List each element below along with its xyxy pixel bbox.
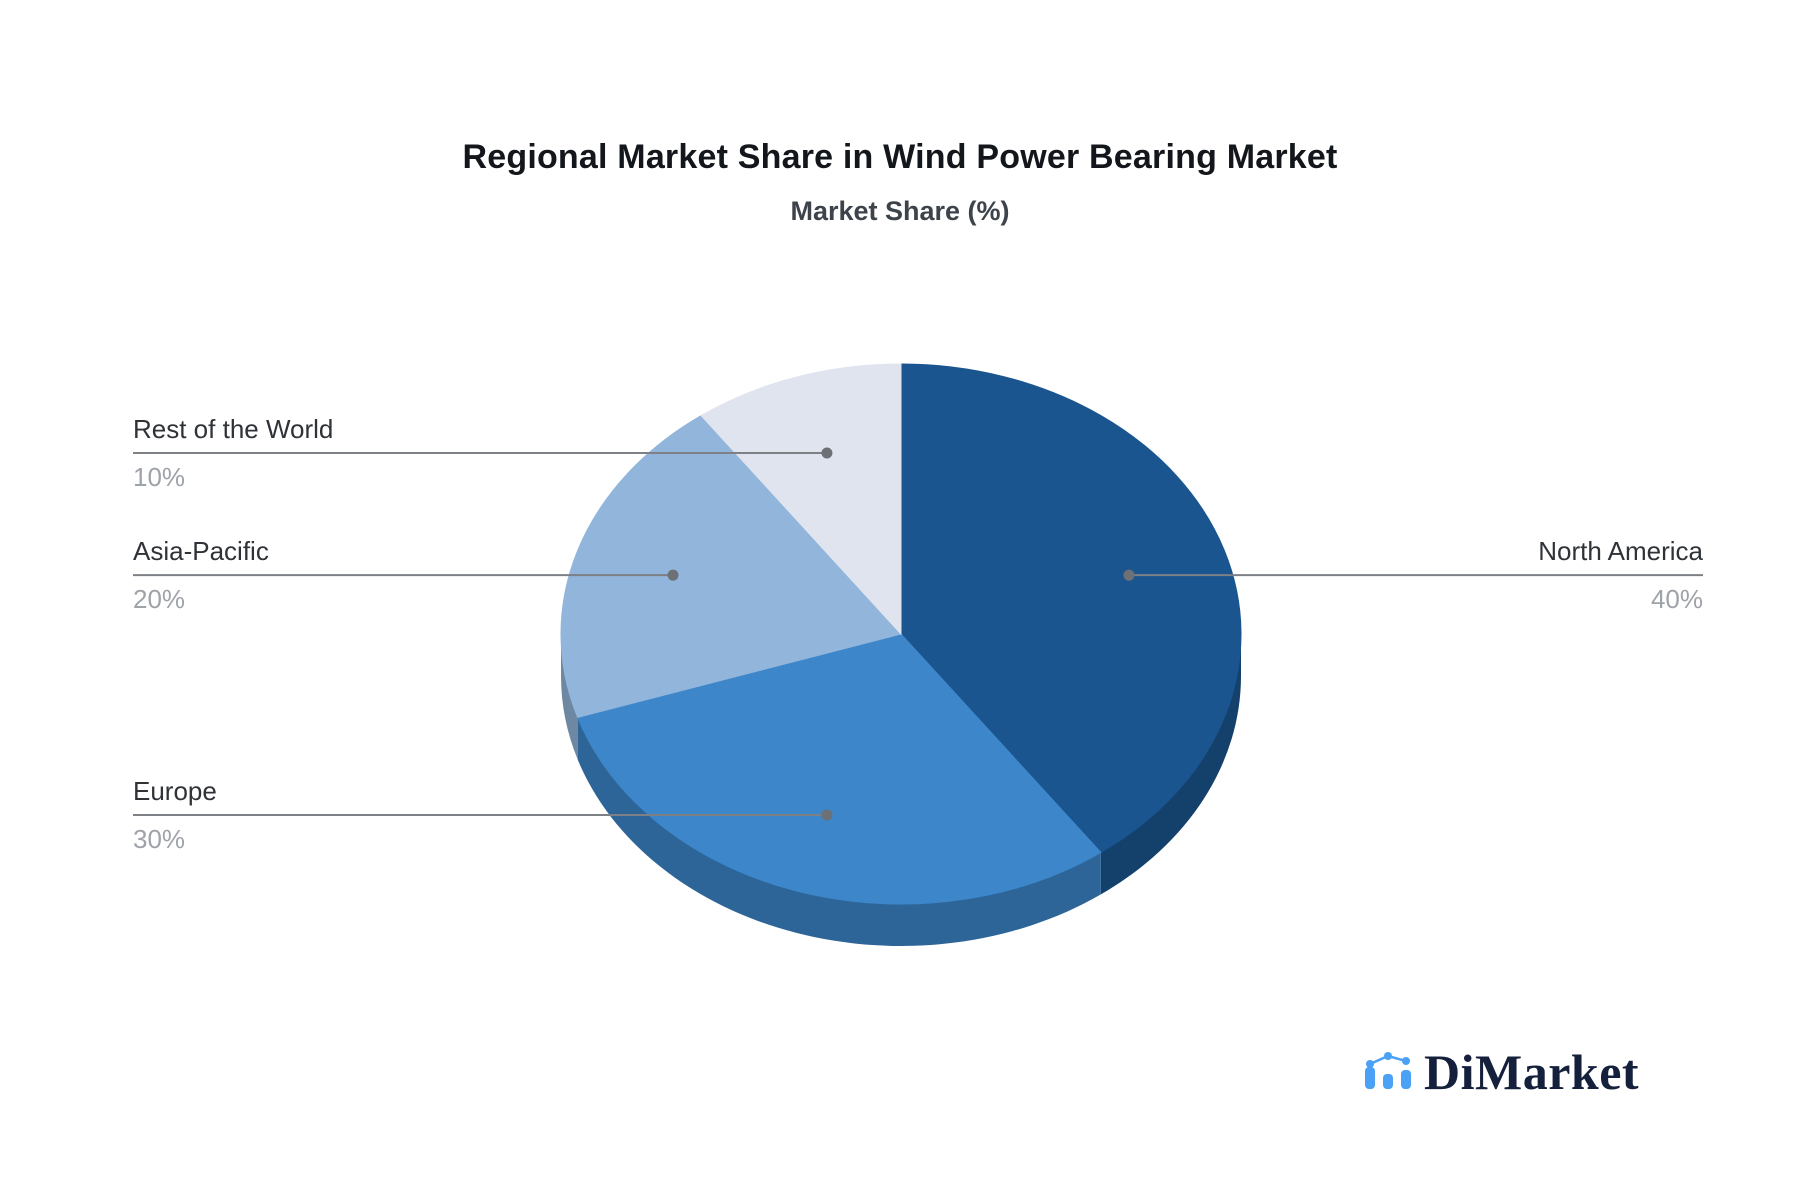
leader-dot-north-america bbox=[1123, 569, 1135, 581]
leader-dot-rest-of-the-world bbox=[821, 447, 833, 459]
pie-slice-north-america[interactable] bbox=[900, 363, 1242, 854]
pie-slice-europe[interactable] bbox=[576, 633, 1102, 905]
chart-title: Regional Market Share in Wind Power Bear… bbox=[462, 138, 1338, 176]
slice-label-rest-of-the-world: Rest of the World bbox=[133, 413, 334, 444]
slice-label-asia-pacific: Asia-Pacific bbox=[133, 536, 269, 567]
brand-logo-text: DiMarket bbox=[1424, 1044, 1640, 1100]
slice-label-north-america: North America bbox=[1538, 536, 1703, 567]
pie-slice-side-asia-pacific bbox=[561, 634, 578, 760]
chart-subtitle: Market Share (%) bbox=[790, 196, 1010, 226]
slice-label-europe: Europe bbox=[133, 776, 217, 807]
slice-value-asia-pacific: 20% bbox=[133, 584, 186, 615]
leader-dot-europe bbox=[821, 809, 833, 821]
slice-value-north-america: 40% bbox=[1650, 584, 1703, 615]
bar-chart-logo-icon bbox=[1365, 1052, 1411, 1089]
slice-value-rest-of-the-world: 10% bbox=[133, 461, 186, 492]
pie-slice-asia-pacific[interactable] bbox=[560, 414, 902, 719]
brand-logo: DiMarket bbox=[1363, 1043, 1639, 1101]
leader-dot-asia-pacific bbox=[667, 569, 679, 581]
pie-slice-side-europe bbox=[577, 717, 1101, 946]
pie-slice-rest-of-the-world[interactable] bbox=[700, 363, 902, 636]
slice-value-europe: 30% bbox=[133, 824, 186, 855]
